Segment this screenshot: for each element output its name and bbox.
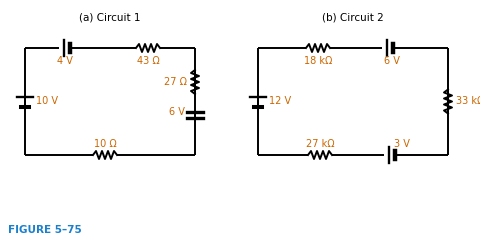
Text: 27 kΩ: 27 kΩ (306, 139, 334, 149)
Text: FIGURE 5–75: FIGURE 5–75 (8, 225, 82, 235)
Text: 43 Ω: 43 Ω (137, 56, 159, 66)
Text: 10 Ω: 10 Ω (94, 139, 116, 149)
Text: (b) Circuit 2: (b) Circuit 2 (322, 12, 384, 22)
Text: 6 V: 6 V (169, 107, 185, 117)
Text: 27 Ω: 27 Ω (164, 77, 187, 87)
Text: 10 V: 10 V (36, 97, 58, 106)
Text: 4 V: 4 V (57, 56, 73, 66)
Text: 33 kΩ: 33 kΩ (456, 97, 480, 106)
Text: (a) Circuit 1: (a) Circuit 1 (79, 12, 141, 22)
Text: 3 V: 3 V (394, 139, 410, 149)
Text: 18 kΩ: 18 kΩ (304, 56, 332, 66)
Text: 12 V: 12 V (269, 97, 291, 106)
Text: 6 V: 6 V (384, 56, 400, 66)
